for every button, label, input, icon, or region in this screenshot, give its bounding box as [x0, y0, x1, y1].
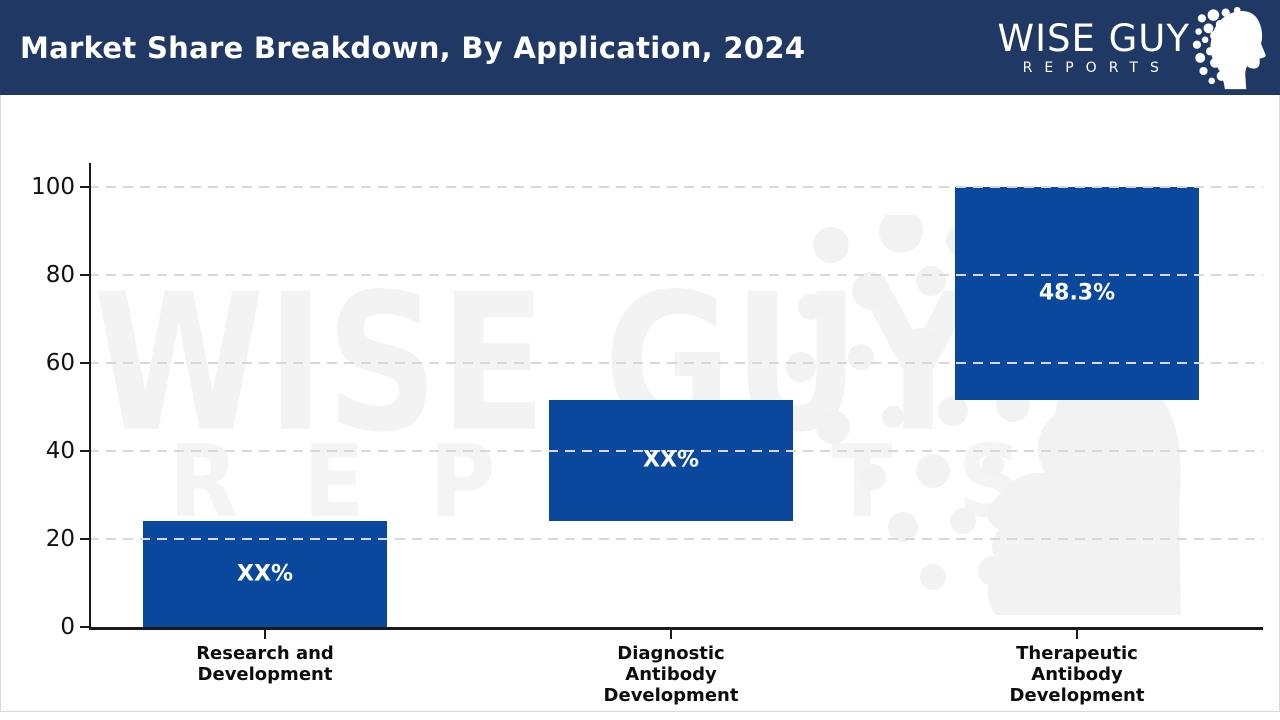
x-tick-mark-1	[670, 630, 672, 639]
bar-segment-2	[955, 187, 1199, 400]
x-category-label-1: Diagnostic Antibody Development	[511, 643, 831, 706]
x-category-label-line: Therapeutic	[1016, 643, 1138, 664]
wiseguy-logo: WISE GUY REPORTS	[998, 6, 1266, 90]
y-tick-label-60: 60	[45, 350, 75, 376]
gridline-40	[89, 450, 1263, 452]
y-tick-mark-0	[80, 626, 89, 628]
y-tick-label-20: 20	[45, 526, 75, 552]
gridline-100	[89, 186, 1263, 188]
x-category-label-line: Antibody	[625, 664, 717, 685]
y-tick-mark-100	[80, 186, 89, 188]
x-category-label-line: Development	[603, 685, 739, 706]
y-tick-mark-80	[80, 274, 89, 276]
bar-value-label-1: XX%	[643, 447, 699, 473]
gridline-80	[89, 274, 1263, 276]
bar-value-label-2: 48.3%	[1038, 280, 1116, 306]
x-tick-mark-2	[1076, 630, 1078, 639]
x-category-label-line: Development	[197, 664, 333, 685]
logo-wordmark: WISE GUY	[997, 16, 1190, 60]
chart-area: WISE GUY REPORTS 020406080100XX%Research…	[0, 95, 1280, 712]
y-axis-spine	[89, 163, 91, 629]
logo-text: WISE GUY REPORTS	[997, 16, 1190, 76]
x-category-label-line: Antibody	[1031, 664, 1123, 685]
x-category-label-2: Therapeutic Antibody Development	[917, 643, 1237, 706]
gridline-60	[89, 362, 1263, 364]
y-tick-mark-20	[80, 538, 89, 540]
page-title: Market Share Breakdown, By Application, …	[20, 30, 806, 65]
y-tick-label-40: 40	[45, 438, 75, 464]
y-tick-label-100: 100	[31, 174, 75, 200]
y-tick-label-80: 80	[45, 262, 75, 288]
x-category-label-0: Research and Development	[105, 643, 425, 685]
gridline-20	[89, 538, 1263, 540]
logo-subtitle: REPORTS	[1022, 59, 1171, 76]
x-category-label-line: Research and	[196, 643, 334, 664]
x-axis-spine	[89, 627, 1263, 630]
y-tick-label-0: 0	[60, 614, 75, 640]
x-category-label-line: Development	[1009, 685, 1145, 706]
x-category-label-line: Diagnostic	[617, 643, 725, 664]
x-tick-mark-0	[264, 630, 266, 639]
y-tick-mark-60	[80, 362, 89, 364]
bar-segment-1	[549, 399, 793, 522]
header-bar: Market Share Breakdown, By Application, …	[0, 0, 1280, 95]
bar-value-label-0: XX%	[237, 561, 293, 587]
logo-face-icon	[1192, 6, 1266, 89]
y-tick-mark-40	[80, 450, 89, 452]
